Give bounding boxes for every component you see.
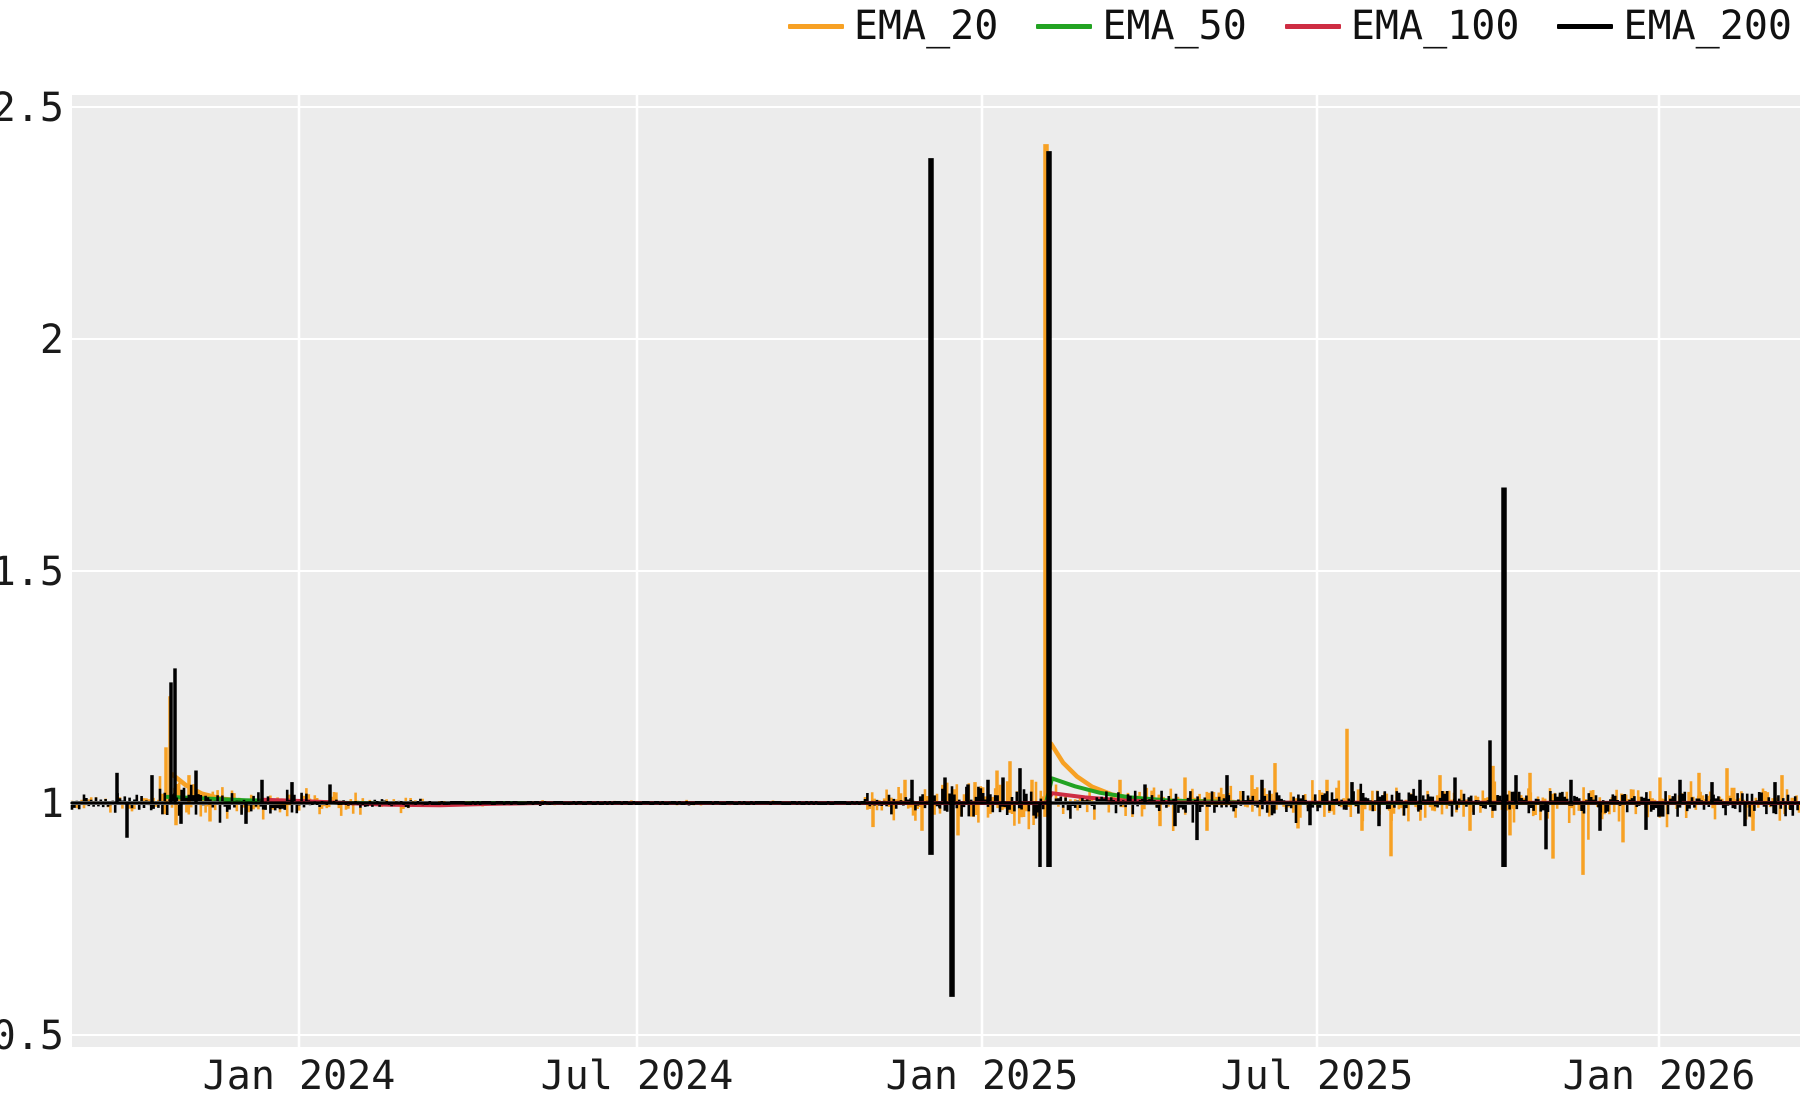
chart-legend: EMA_20 EMA_50 EMA_100 EMA_200 — [787, 3, 1792, 49]
legend-swatch-ema20 — [787, 23, 844, 29]
legend-item-ema50: EMA_50 — [1036, 6, 1247, 46]
x-tick-label: Jul 2025 — [1221, 1053, 1414, 1099]
legend-item-ema200: EMA_200 — [1557, 6, 1792, 46]
x-tick-label: Jan 2026 — [1563, 1053, 1756, 1099]
legend-item-ema100: EMA_100 — [1284, 3, 1520, 49]
legend-swatch-ema50 — [1036, 23, 1093, 29]
y-tick-label: 2 — [40, 317, 64, 363]
legend-label-ema20: EMA_20 — [853, 3, 999, 49]
y-tick-label: 1 — [40, 781, 64, 827]
ema200-noise-series — [70, 783, 1799, 823]
y-tick-label: 0.5 — [0, 1013, 64, 1059]
legend-swatch-ema200 — [1557, 23, 1614, 29]
legend-label-ema100: EMA_100 — [1350, 3, 1520, 49]
x-tick-label: Jan 2024 — [203, 1053, 396, 1099]
y-tick-label: 2.5 — [0, 85, 64, 131]
legend-item-ema20: EMA_20 — [787, 3, 999, 49]
y-tick-label: 1.5 — [0, 549, 64, 595]
x-tick-label: Jul 2024 — [541, 1053, 734, 1099]
x-tick-label: Jan 2025 — [886, 1053, 1079, 1099]
legend-label-ema50: EMA_50 — [1102, 3, 1247, 49]
legend-label-ema200: EMA_200 — [1623, 3, 1792, 49]
legend-swatch-ema100 — [1284, 23, 1341, 29]
